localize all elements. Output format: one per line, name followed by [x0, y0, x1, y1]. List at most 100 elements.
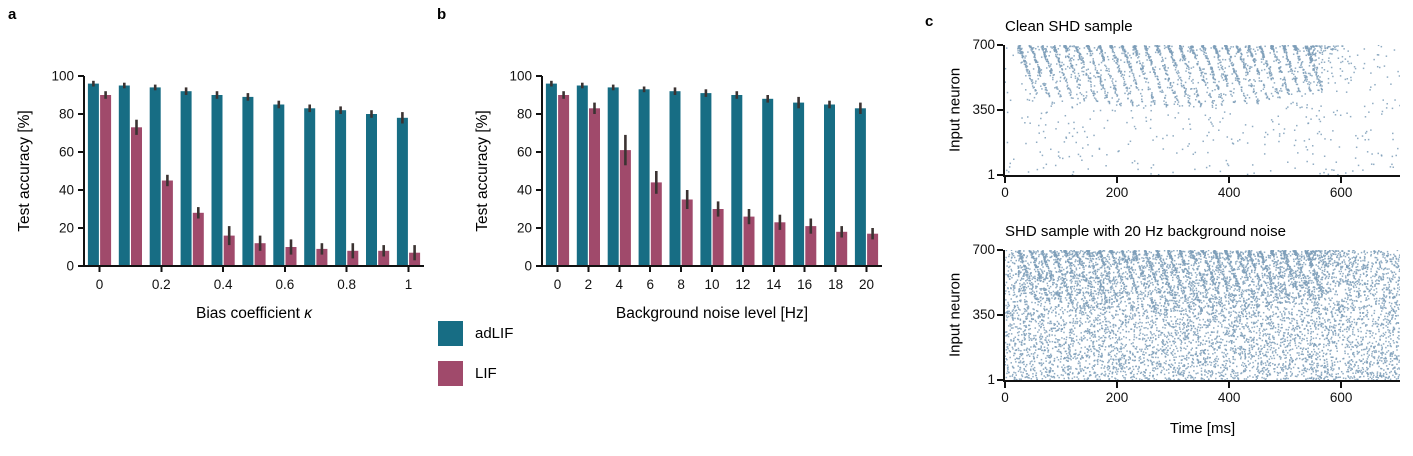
raster-clean-canvas	[1005, 45, 1400, 175]
bar-adLIF-8	[669, 91, 681, 266]
y-tick-label: 700	[972, 242, 995, 257]
bar-LIF-16	[805, 226, 817, 266]
bar-LIF-14	[774, 222, 786, 266]
x-tick-label: 200	[1105, 390, 1129, 405]
bar-LIF-0.5	[254, 243, 266, 266]
x-tick	[1116, 382, 1119, 388]
y-tick	[997, 109, 1003, 112]
y-tick-label: 40	[59, 183, 74, 198]
x-tick-label: 2	[585, 277, 593, 292]
x-tick	[1116, 177, 1119, 183]
bar-adLIF-0.9	[366, 114, 377, 266]
x-tick-label: 400	[1217, 390, 1241, 405]
adlif-legend-label: adLIF	[475, 325, 514, 342]
legend-item-lif: LIF	[438, 361, 513, 386]
y-tick-label: 60	[59, 145, 74, 160]
y-tick-label: 20	[59, 221, 74, 236]
x-axis-label: Background noise level [Hz]	[616, 305, 808, 322]
bar-LIF-0.9	[378, 250, 390, 266]
x-tick-label: 0.6	[276, 277, 295, 292]
bar-LIF-0	[558, 95, 570, 266]
y-tick-label: 100	[509, 69, 532, 84]
bar-adLIF-0.2	[149, 87, 161, 267]
bar-adLIF-14	[762, 98, 774, 266]
bar-adLIF-10	[700, 93, 712, 266]
x-tick-label: 20	[859, 277, 874, 292]
x-tick-label: 0	[554, 277, 562, 292]
x-tick-label: 0	[1001, 185, 1009, 200]
x-tick-label: 4	[616, 277, 624, 292]
x-tick-label: 6	[646, 277, 654, 292]
x-tick-label: 16	[797, 277, 812, 292]
x-tick-label: 10	[704, 277, 719, 292]
lif-color-swatch	[438, 361, 463, 386]
x-tick-label: 0.2	[152, 277, 171, 292]
bar-adLIF-1	[396, 117, 408, 266]
bar-adLIF-0.8	[335, 110, 347, 266]
bar-LIF-6	[650, 182, 662, 266]
x-tick-label: 1	[405, 277, 413, 292]
bar-adLIF-0.3	[180, 91, 192, 266]
time-axis-label: Time [ms]	[1169, 420, 1236, 437]
bar-LIF-0.2	[161, 180, 173, 266]
bar-LIF-20	[867, 233, 879, 266]
panel-c-label: c	[925, 13, 934, 30]
y-tick	[997, 44, 1003, 46]
raster-clean-plot	[1003, 45, 1400, 177]
bar-LIF-10	[712, 209, 724, 266]
raster-noisy-plot	[1003, 250, 1400, 382]
bar-adLIF-0	[545, 83, 557, 266]
bar-adLIF-18	[824, 104, 835, 266]
bar-LIF-0.6	[285, 247, 297, 266]
bar-LIF-4	[619, 150, 631, 266]
y-tick-label: 20	[517, 221, 532, 236]
y-tick-label: 700	[972, 37, 995, 52]
background-noise-bar-chart: 0 20 40 60 80 100 0 2 4 6 8 10 12 14 16 18 20 Background …	[474, 69, 882, 322]
x-tick-label: 12	[735, 277, 750, 292]
bar-adLIF-0.6	[273, 104, 285, 266]
bar-adLIF-20	[854, 108, 866, 266]
bar-adLIF-0	[87, 83, 99, 266]
panel-a-label: a	[8, 6, 17, 23]
bar-adLIF-0.1	[118, 85, 130, 266]
y-tick-label: 40	[517, 183, 532, 198]
y-tick-label: 1	[987, 167, 995, 182]
y-axis-label: Test accuracy [%]	[16, 110, 33, 231]
bar-adLIF-4	[607, 87, 619, 267]
adlif-color-swatch	[438, 321, 463, 346]
y-tick	[997, 314, 1003, 317]
bar-adLIF-0.7	[304, 108, 316, 266]
y-tick-label: 60	[517, 145, 532, 160]
x-axis-label: Bias coefficient κ	[196, 305, 313, 322]
y-tick-label: 0	[524, 259, 532, 274]
y-tick	[997, 379, 1003, 381]
x-tick	[1004, 177, 1006, 183]
y-tick-label: 350	[972, 102, 995, 118]
bias-coefficient-bar-chart: 0 20 40 60 80 100 0 0.2 0.4 0.6 0.8 1 Bias coefficie…	[16, 69, 424, 322]
bar-adLIF-16	[793, 102, 805, 266]
lif-legend-label: LIF	[475, 365, 497, 382]
x-tick-label: 600	[1329, 390, 1353, 405]
y-tick-label: 80	[517, 107, 532, 122]
x-tick	[1340, 382, 1343, 388]
y-tick-label: 0	[66, 259, 74, 274]
x-tick	[1228, 382, 1231, 388]
x-tick-label: 400	[1217, 185, 1241, 200]
raster-noisy-title: SHD sample with 20 Hz background noise	[1005, 223, 1286, 240]
legend-item-adlif: adLIF	[438, 321, 513, 346]
y-tick-label: 80	[59, 107, 74, 122]
bar-adLIF-0.4	[211, 95, 223, 266]
x-tick-label: 14	[766, 277, 782, 292]
x-tick-label: 8	[677, 277, 685, 292]
bar-LIF-0.7	[316, 248, 328, 266]
x-tick-label: 600	[1329, 185, 1353, 200]
bar-LIF-8	[681, 199, 693, 266]
legend: adLIF LIF	[438, 321, 513, 386]
x-tick-label: 200	[1105, 185, 1129, 200]
x-tick-label: 0.8	[337, 277, 356, 292]
bar-LIF-0	[100, 95, 112, 266]
y-tick	[997, 249, 1003, 251]
x-tick	[1228, 177, 1231, 183]
x-tick	[1004, 382, 1006, 388]
